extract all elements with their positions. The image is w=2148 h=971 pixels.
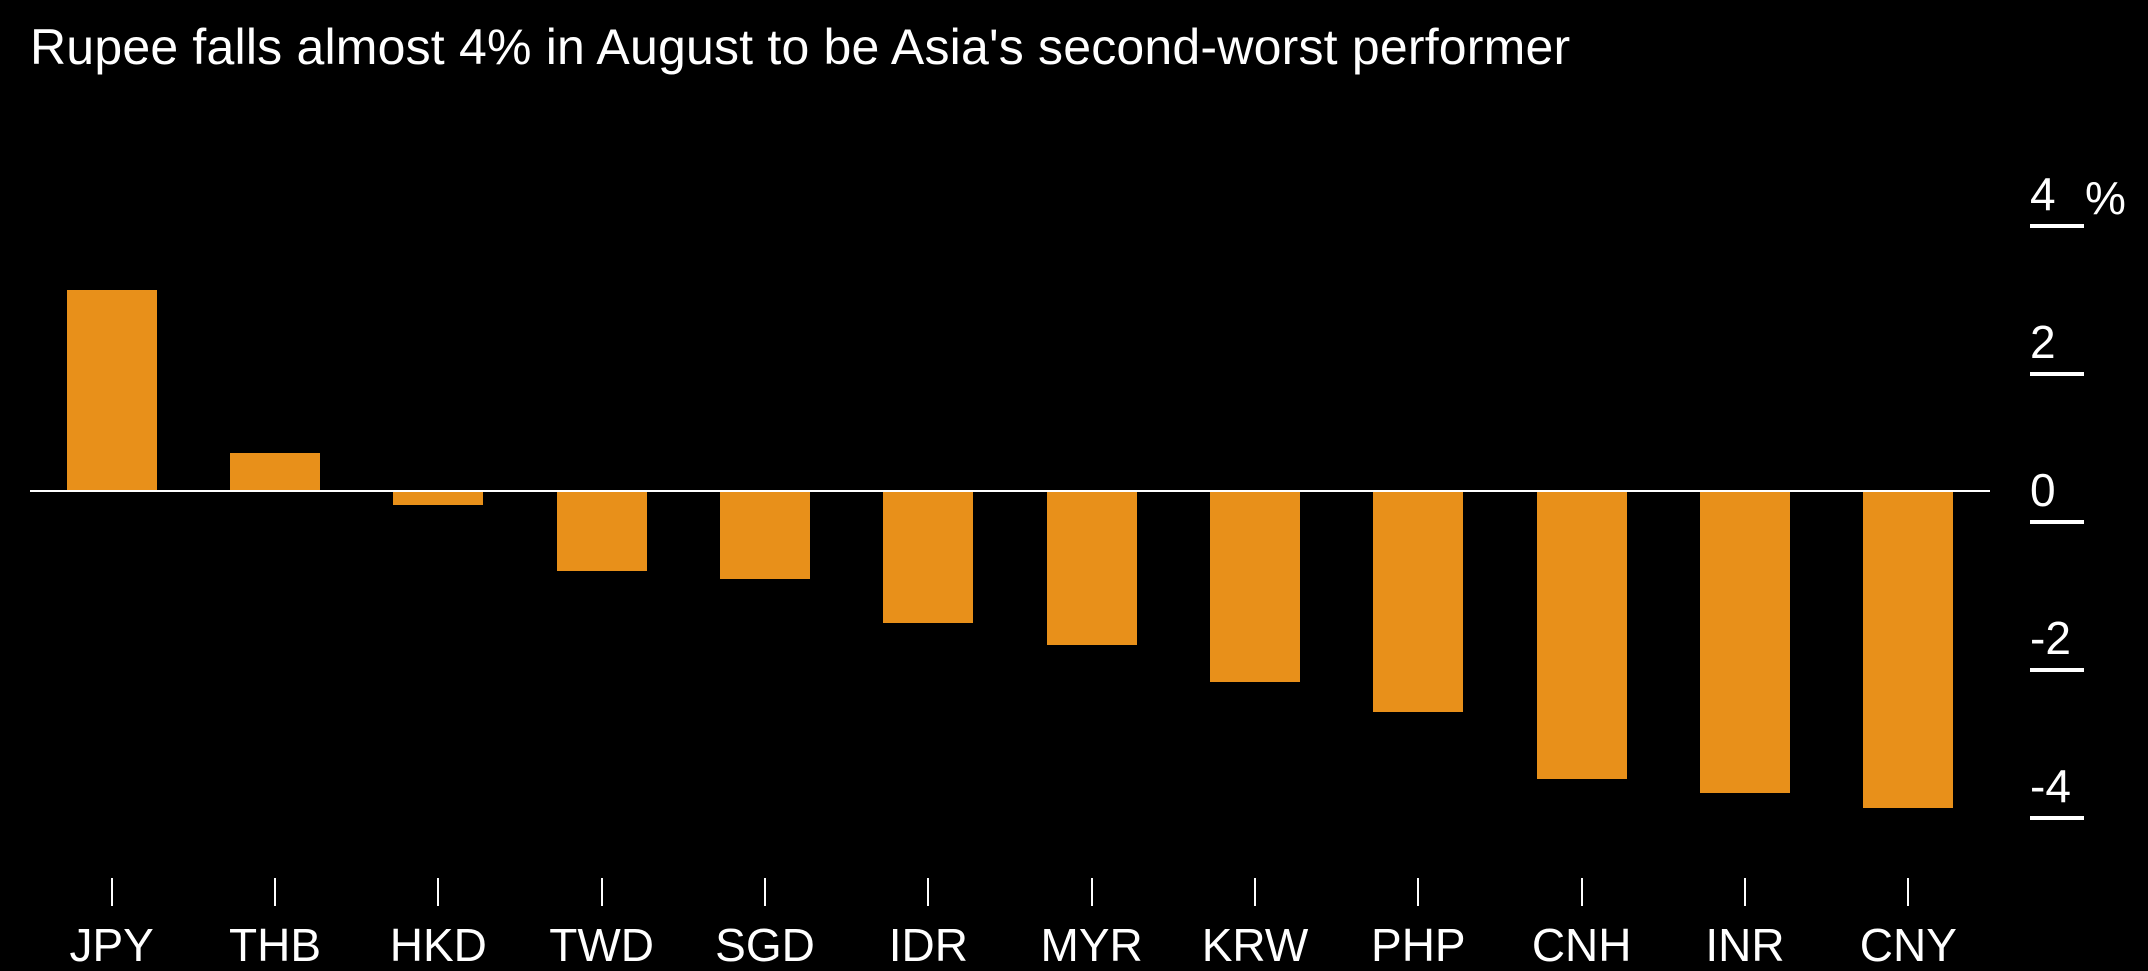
x-tick — [1417, 878, 1419, 906]
bar-inr — [1700, 490, 1790, 793]
x-label-myr: MYR — [1041, 918, 1143, 971]
bar-cny — [1863, 490, 1953, 808]
bar-cnh — [1537, 490, 1627, 779]
y-label: -4 — [2030, 759, 2071, 813]
chart-title: Rupee falls almost 4% in August to be As… — [30, 18, 1570, 76]
y-tick — [2030, 372, 2084, 376]
x-tick — [111, 878, 113, 906]
bar-sgd — [720, 490, 810, 579]
y-label: 0 — [2030, 463, 2056, 517]
x-label-hkd: HKD — [390, 918, 487, 971]
y-axis: 4% 2 0 -2 -4 — [2000, 120, 2140, 860]
y-unit-label: % — [2085, 171, 2126, 225]
bar-jpy — [67, 290, 157, 490]
bar-myr — [1047, 490, 1137, 645]
zero-axis-line — [30, 490, 1990, 492]
x-label-sgd: SGD — [715, 918, 815, 971]
plot-area: JPYTHBHKDTWDSGDIDRMYRKRWPHPCNHINRCNY — [30, 120, 1990, 860]
y-tick — [2030, 520, 2084, 524]
x-tick — [927, 878, 929, 906]
x-tick — [1907, 878, 1909, 906]
x-label-krw: KRW — [1202, 918, 1309, 971]
x-label-cnh: CNH — [1532, 918, 1632, 971]
x-label-idr: IDR — [889, 918, 968, 971]
y-label: 2 — [2030, 315, 2056, 369]
x-tick — [1254, 878, 1256, 906]
x-label-php: PHP — [1371, 918, 1466, 971]
x-label-cny: CNY — [1860, 918, 1957, 971]
x-tick — [1744, 878, 1746, 906]
y-tick — [2030, 816, 2084, 820]
bar-idr — [883, 490, 973, 623]
x-tick — [1581, 878, 1583, 906]
x-label-inr: INR — [1705, 918, 1784, 971]
x-label-thb: THB — [229, 918, 321, 971]
x-label-jpy: JPY — [69, 918, 153, 971]
x-tick — [764, 878, 766, 906]
x-tick — [274, 878, 276, 906]
y-label: -2 — [2030, 611, 2071, 665]
x-label-twd: TWD — [549, 918, 654, 971]
bar-hkd — [393, 490, 483, 505]
x-tick — [437, 878, 439, 906]
x-tick — [601, 878, 603, 906]
y-tick — [2030, 224, 2084, 228]
x-tick — [1091, 878, 1093, 906]
y-label: 4 — [2030, 167, 2056, 221]
bar-php — [1373, 490, 1463, 712]
currency-performance-chart: Rupee falls almost 4% in August to be As… — [0, 0, 2148, 971]
bar-twd — [557, 490, 647, 571]
y-tick — [2030, 668, 2084, 672]
bar-thb — [230, 453, 320, 490]
bar-krw — [1210, 490, 1300, 682]
